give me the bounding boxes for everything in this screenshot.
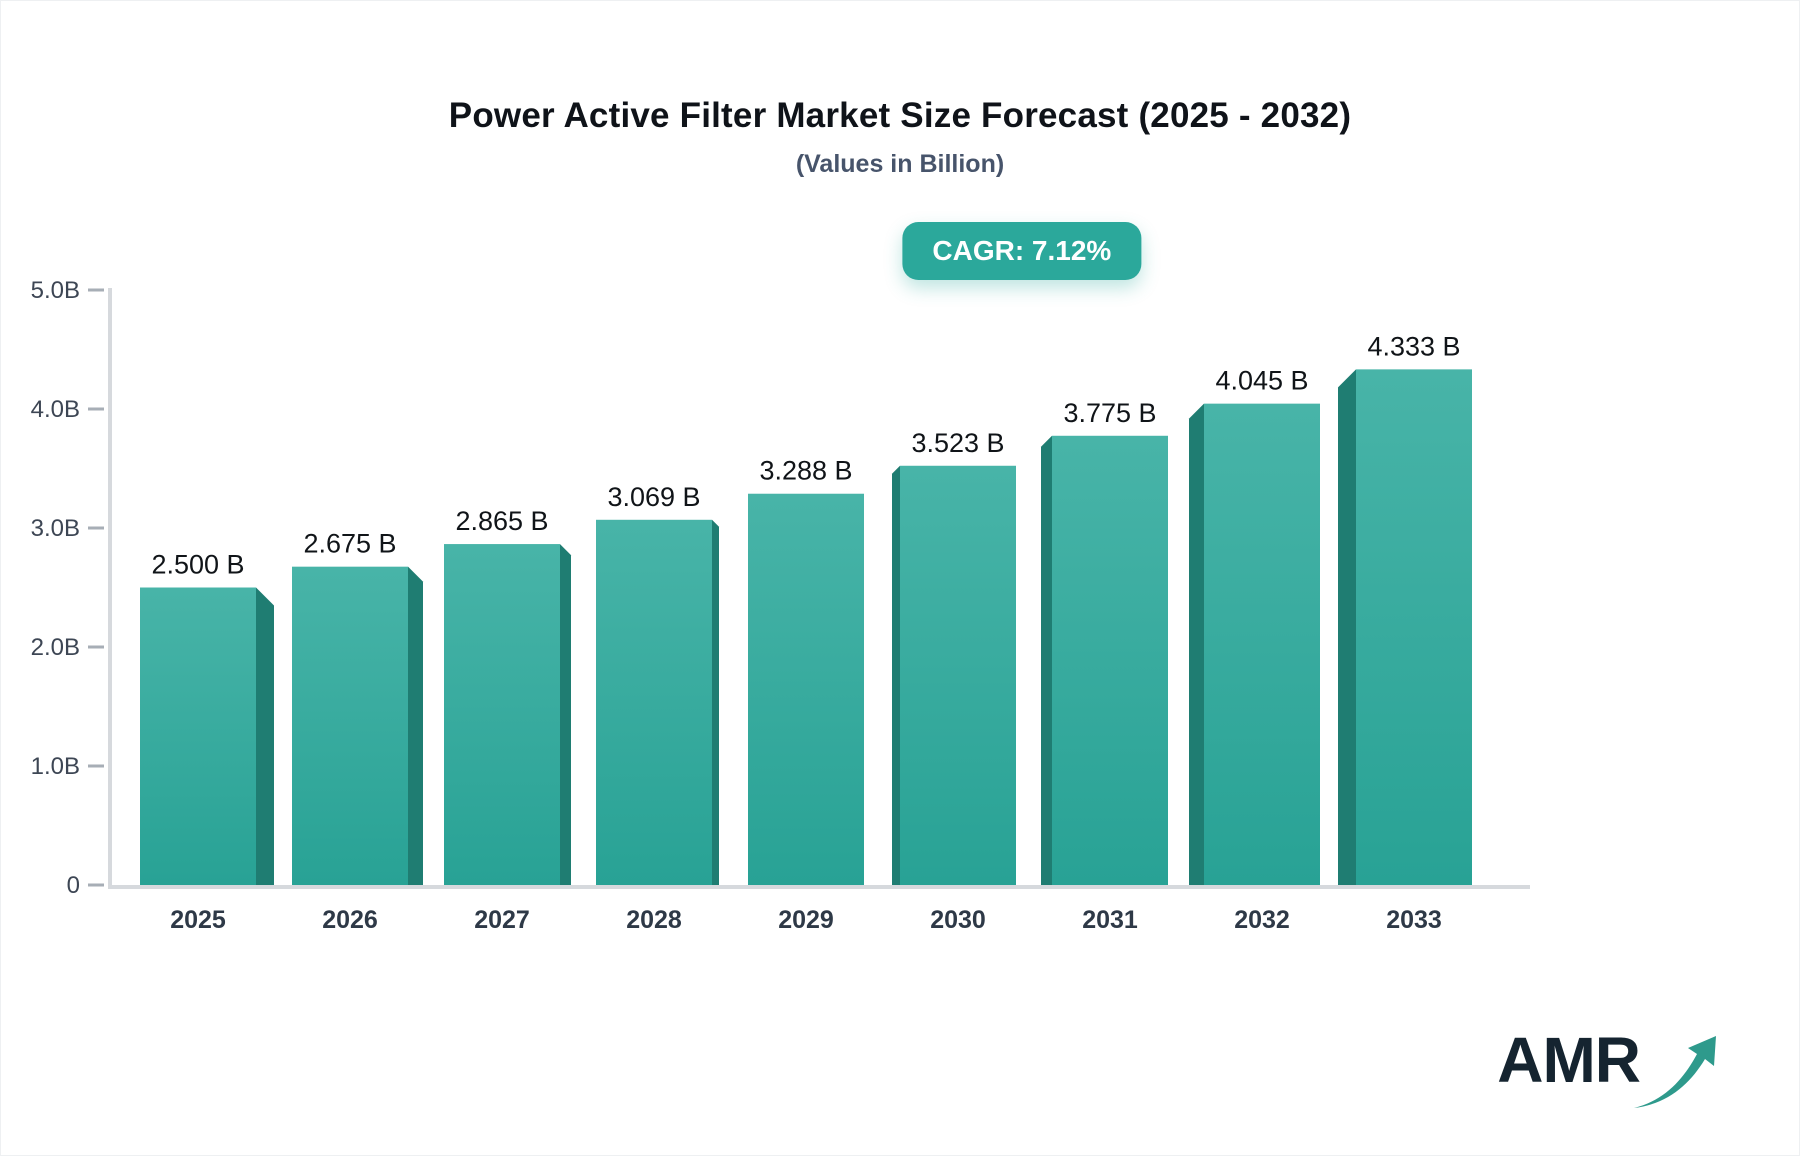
- bar-side-2032: [1189, 403, 1204, 885]
- x-axis-line: [108, 885, 1530, 889]
- bar-2028: [596, 519, 712, 885]
- bar-value-label-2026: 2.675 B: [303, 529, 396, 559]
- amr-logo: AMR: [1497, 1028, 1722, 1114]
- bar-2031: [1052, 435, 1168, 885]
- bar-side-2031: [1041, 435, 1052, 885]
- x-axis-label-2028: 2028: [626, 906, 682, 934]
- x-axis-label-2033: 2033: [1386, 906, 1442, 934]
- bar-2030: [900, 465, 1016, 885]
- bar-side-2028: [712, 519, 719, 885]
- bar-value-label-2030: 3.523 B: [911, 428, 1004, 458]
- bar-side-2025: [256, 587, 274, 885]
- bar-value-label-2032: 4.045 B: [1215, 366, 1308, 396]
- bar-value-label-2028: 3.069 B: [607, 482, 700, 512]
- bar-2032: [1204, 403, 1320, 885]
- y-axis-tick-dash: [88, 764, 104, 768]
- y-axis-tick-label: 2.0B: [31, 634, 80, 661]
- y-axis-line: [108, 288, 112, 889]
- y-axis-tick-label: 3.0B: [31, 515, 80, 542]
- bar-value-label-2025: 2.500 B: [151, 550, 244, 580]
- y-axis-tick-dash: [88, 407, 104, 411]
- x-axis-label-2030: 2030: [930, 906, 986, 934]
- y-axis-tick-dash: [88, 645, 104, 649]
- y-axis-tick-dash: [88, 526, 104, 530]
- cagr-badge: CAGR: 7.12%: [902, 222, 1142, 280]
- x-axis-label-2029: 2029: [778, 906, 834, 934]
- bar-2033: [1356, 369, 1472, 885]
- bar-2026: [292, 566, 408, 885]
- bar-value-label-2029: 3.288 B: [759, 456, 852, 486]
- x-axis-label-2026: 2026: [322, 906, 378, 934]
- y-axis-tick-label: 5.0B: [31, 277, 80, 304]
- bar-side-2027: [560, 544, 571, 885]
- chart-title: Power Active Filter Market Size Forecast…: [448, 96, 1352, 135]
- x-axis-label-2027: 2027: [474, 906, 530, 934]
- chart-subtitle: (Values in Billion): [795, 150, 1005, 178]
- x-axis-label-2025: 2025: [170, 906, 226, 934]
- x-axis-label-2031: 2031: [1082, 906, 1138, 934]
- bar-value-label-2027: 2.865 B: [455, 506, 548, 536]
- growth-arrow-icon: [1634, 1036, 1716, 1108]
- bar-2025: [140, 587, 256, 885]
- bar-side-2030: [892, 465, 900, 885]
- y-axis-tick-dash: [88, 288, 104, 292]
- bar-side-2026: [408, 566, 423, 885]
- bar-value-label-2031: 3.775 B: [1063, 398, 1156, 428]
- amr-logo-text: AMR: [1497, 1024, 1641, 1096]
- bar-2029: [748, 493, 864, 885]
- y-axis-tick-dash: [88, 883, 104, 887]
- y-axis-tick-label: 1.0B: [31, 753, 80, 780]
- bar-value-label-2033: 4.333 B: [1367, 331, 1460, 361]
- y-axis-tick-label: 4.0B: [31, 396, 80, 423]
- bar-2027: [444, 544, 560, 885]
- bar-side-2033: [1338, 369, 1356, 885]
- x-axis-label-2032: 2032: [1234, 906, 1290, 934]
- y-axis-tick-label: 0: [67, 872, 80, 899]
